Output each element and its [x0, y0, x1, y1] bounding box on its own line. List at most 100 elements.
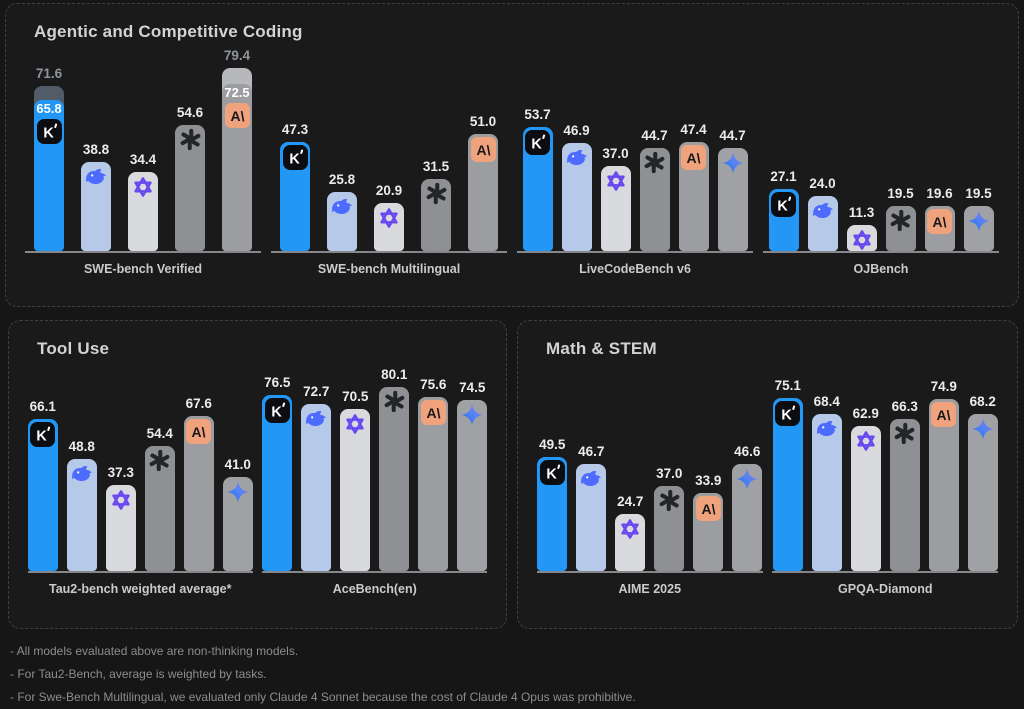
qwen-logo	[131, 175, 155, 199]
bar-anthropic: 33.9 A\	[693, 473, 724, 571]
bar-openai: 31.5	[421, 159, 451, 251]
bar-deepseek: 46.9	[561, 123, 592, 251]
bar-fill: K	[280, 142, 310, 251]
anthropic-logo: A\	[470, 137, 496, 162]
ghost-value-label: 79.4	[223, 48, 251, 63]
anthropic-logo: A\	[186, 419, 212, 444]
bar-fill	[576, 464, 607, 571]
bar-fill: K	[537, 457, 568, 571]
bar-kimi: 71.6 65.8 K	[34, 66, 64, 251]
bar-qwen: 70.5	[340, 389, 371, 571]
value-label: 24.7	[617, 494, 644, 509]
value-label: 51.0	[469, 114, 497, 129]
bar-fill: 65.8 K	[34, 100, 64, 251]
openai-logo	[893, 422, 916, 445]
bar-qwen: 62.9	[850, 406, 881, 571]
bar-kimi: 75.1 K	[772, 378, 803, 571]
panel-title: Math & STEM	[546, 339, 657, 358]
svg-text:A\: A\	[937, 407, 951, 423]
bar-deepseek: 68.4	[811, 394, 842, 571]
bars-area: 66.1 K 48.8 37.3 54.4 67.6 A\ 41.0	[27, 359, 253, 573]
bar-fill	[717, 148, 748, 251]
benchmark-label: SWE-bench Multilingual	[317, 262, 461, 276]
bar-openai: 66.3	[889, 399, 920, 571]
value-label: 76.5	[264, 375, 291, 390]
value-label: 74.9	[930, 379, 957, 394]
bar-fill: K	[27, 419, 58, 571]
bars-area: 71.6 65.8 K 38.8 34.4 54.6 79.4 72.5 A\	[24, 39, 262, 253]
bar-anthropic: 47.4 A\	[678, 122, 709, 251]
svg-text:A\: A\	[426, 405, 440, 421]
value-label: 66.3	[891, 399, 918, 414]
bar-qwen: 20.9	[374, 183, 404, 251]
bar-fill: A\	[468, 134, 498, 251]
panel-tool-use: Tool Use 66.1 K 48.8 37.3 54.4 67.6 A\ 4…	[8, 320, 507, 629]
gemini-sparkle-logo	[967, 209, 991, 233]
value-label: 19.5	[965, 186, 992, 201]
bar-qwen: 11.3	[846, 205, 877, 251]
bar-fill	[807, 196, 838, 251]
openai-logo	[425, 182, 448, 205]
bar-fill	[639, 148, 670, 251]
bar-openai: 44.7	[639, 128, 670, 251]
value-label: 66.1	[29, 399, 56, 414]
bar-gemini: 68.2	[967, 394, 998, 571]
anthropic-logo: A\	[224, 103, 250, 128]
bar-kimi: 53.7 K	[522, 107, 553, 251]
value-label: 46.6	[734, 444, 761, 459]
benchmark-label: LiveCodeBench v6	[579, 262, 691, 276]
bar-deepseek: 24.0	[807, 176, 838, 251]
kimi-k2-logo: K	[539, 460, 565, 485]
bar-fill: A\	[678, 142, 709, 251]
openai-logo	[383, 390, 406, 413]
bar-fill	[66, 459, 97, 571]
bar-anthropic: 75.6 A\	[418, 377, 449, 571]
footnotes: - All models evaluated above are non-thi…	[10, 640, 636, 709]
bar-fill	[128, 172, 158, 251]
bar-deepseek: 25.8	[327, 172, 357, 251]
value-label: 74.5	[459, 380, 486, 395]
bar-fill	[967, 414, 998, 571]
kimi-k2-logo: K	[30, 422, 56, 447]
bar-fill	[327, 192, 357, 251]
value-label: 62.9	[852, 406, 879, 421]
value-label: 67.6	[185, 396, 212, 411]
value-label: 37.3	[107, 465, 134, 480]
footnote-line: - For Tau2-Bench, average is weighted by…	[10, 667, 267, 681]
bar-openai: 19.5	[885, 186, 916, 251]
bar-kimi: 27.1 K	[768, 169, 799, 251]
gemini-sparkle-logo	[460, 403, 484, 427]
value-label: 68.2	[969, 394, 996, 409]
kimi-k2-logo: K	[771, 192, 796, 217]
value-label: 75.1	[774, 378, 801, 393]
value-label: 48.8	[68, 439, 95, 454]
chart-group-tau2-bench-weighted-average: 66.1 K 48.8 37.3 54.4 67.6 A\ 41.0 Tau2-…	[23, 359, 258, 596]
bar-gemini: 44.7	[717, 128, 748, 251]
deepseek-whale-logo	[84, 165, 108, 189]
bar-fill: A\	[183, 416, 214, 571]
bar-openai: 37.0	[654, 466, 685, 571]
bars-area: 27.1 K 24.0 11.3 19.5 19.6 A\ 19.5	[762, 39, 1000, 253]
value-label: 46.7	[578, 444, 605, 459]
chart-group-acebench-en: 76.5 K 72.7 70.5 80.1 75.6 A\ 74.5 AceBe…	[258, 359, 493, 596]
bar-fill	[654, 486, 685, 571]
bar-anthropic: 79.4 72.5 A\	[222, 48, 252, 251]
bar-fill	[850, 426, 881, 571]
benchmark-label: AIME 2025	[618, 582, 682, 596]
bar-gemini: 46.6	[732, 444, 763, 571]
svg-text:A\: A\	[687, 150, 701, 166]
bar-fill	[811, 414, 842, 571]
value-label: 25.8	[328, 172, 356, 187]
bar-fill	[421, 179, 451, 251]
deepseek-whale-logo	[70, 462, 94, 486]
svg-text:A\: A\	[701, 501, 715, 517]
gemini-sparkle-logo	[971, 417, 995, 441]
footnote-line: - For Swe-Bench Multilingual, we evaluat…	[10, 690, 636, 704]
svg-text:A\: A\	[933, 214, 947, 230]
bar-fill	[144, 446, 175, 571]
bar-fill: 72.5 A\	[222, 84, 252, 251]
bar-fill	[963, 206, 994, 251]
value-label: 38.8	[82, 142, 110, 157]
bar-fill	[340, 409, 371, 571]
anthropic-logo: A\	[927, 209, 952, 234]
